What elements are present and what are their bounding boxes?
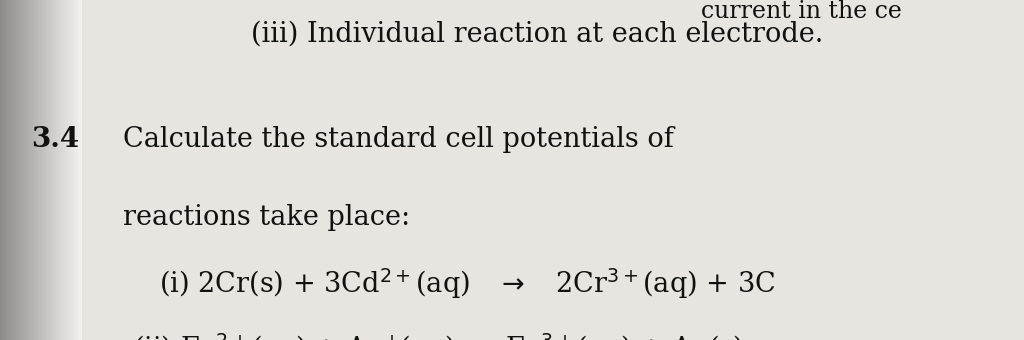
- Text: Calculate the standard cell potentials of: Calculate the standard cell potentials o…: [123, 126, 674, 153]
- Text: reactions take place:: reactions take place:: [123, 204, 410, 231]
- Text: (ii) Fe$^{2+}$(aq) + Ag$^{+}$(aq) $\rightarrow$ Fe$^{3+}$(aq) + Ag(s): (ii) Fe$^{2+}$(aq) + Ag$^{+}$(aq) $\righ…: [133, 332, 743, 340]
- Text: (iii) Individual reaction at each electrode.: (iii) Individual reaction at each electr…: [251, 20, 823, 47]
- Text: 3.4: 3.4: [31, 126, 79, 153]
- Text: (i) 2Cr(s) + 3Cd$^{2+}$(aq)   $\rightarrow$   2Cr$^{3+}$(aq) + 3C: (i) 2Cr(s) + 3Cd$^{2+}$(aq) $\rightarrow…: [159, 267, 775, 301]
- Text: current in the ce: current in the ce: [701, 0, 902, 23]
